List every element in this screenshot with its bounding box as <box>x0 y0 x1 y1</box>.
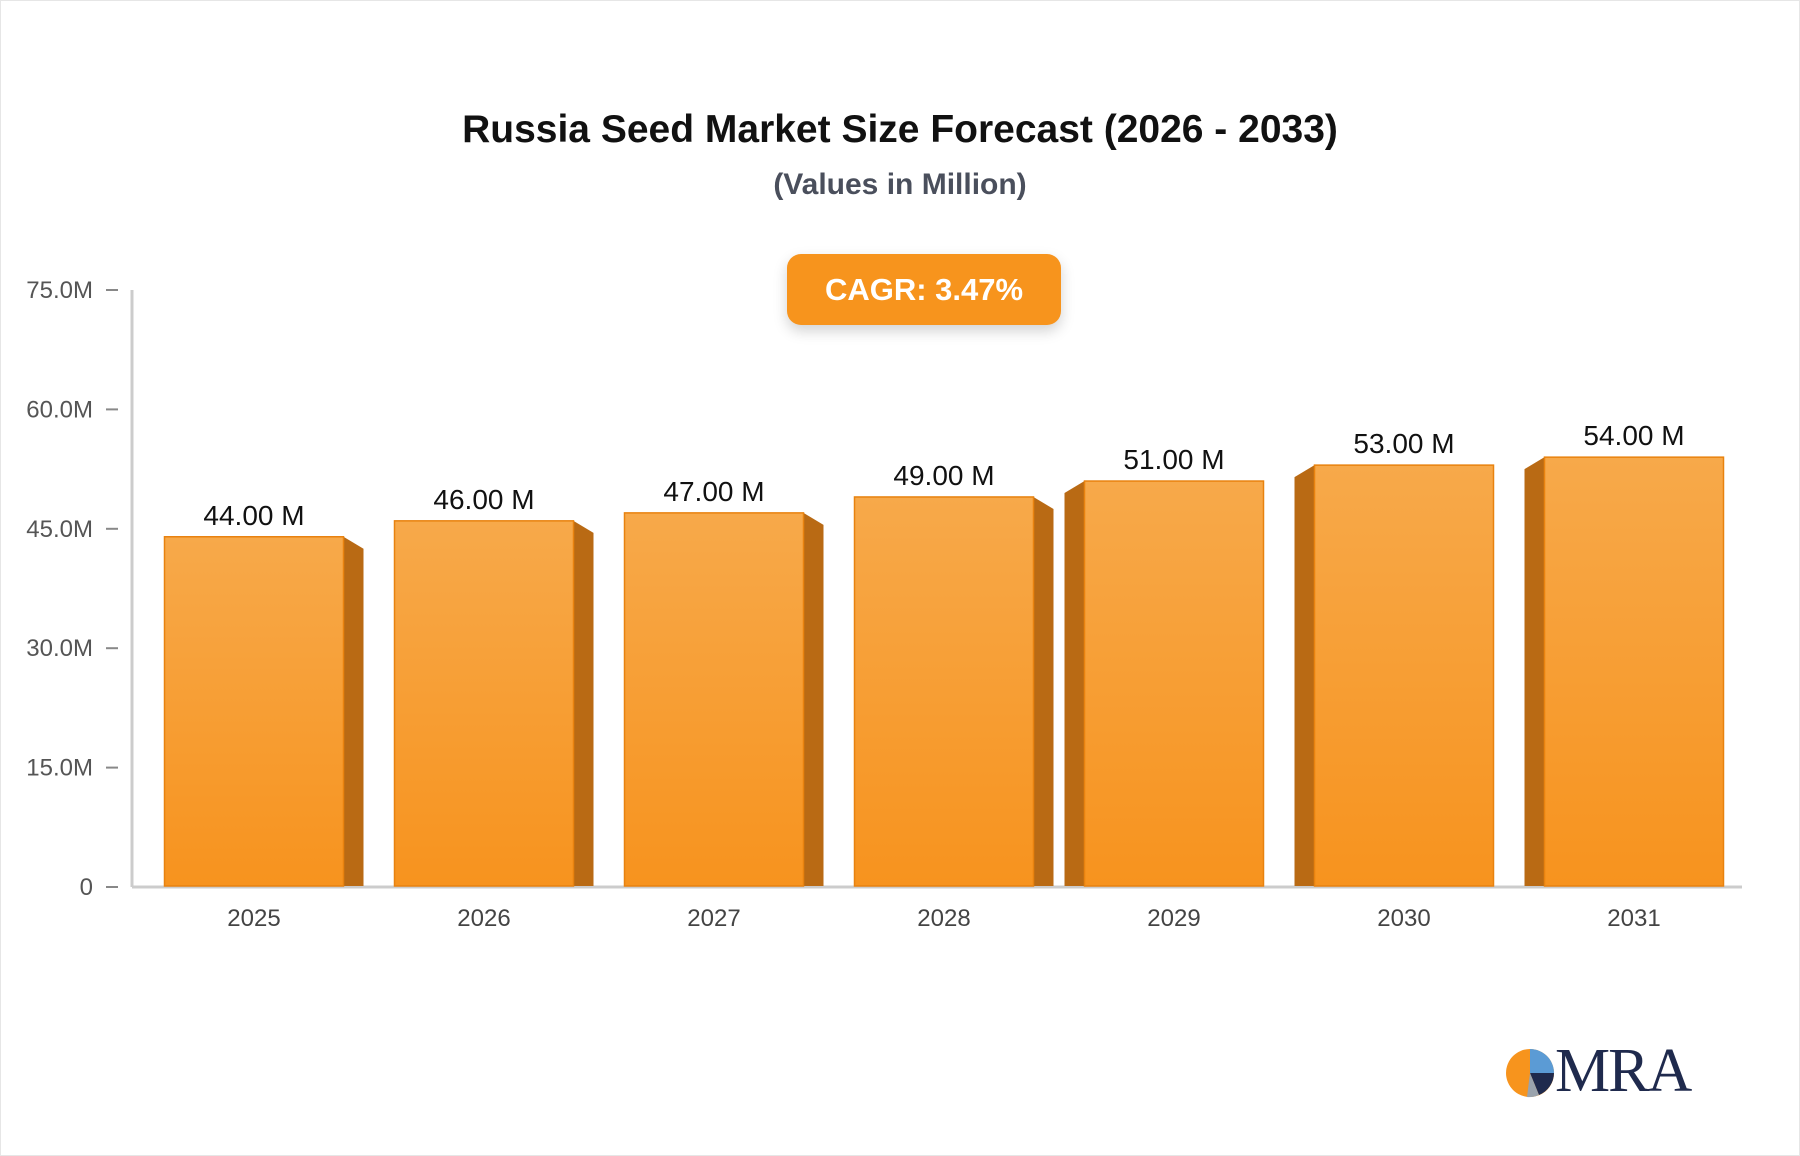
bar <box>393 520 594 887</box>
bar-side <box>803 512 824 886</box>
bar-front <box>853 496 1035 887</box>
chart-subtitle: (Values in Million) <box>773 168 1027 201</box>
bar-front <box>1543 456 1725 887</box>
x-tick-label: 2031 <box>1607 905 1660 932</box>
chart-title: Russia Seed Market Size Forecast (2026 -… <box>462 108 1338 151</box>
y-tick-label: 60.0M <box>26 396 93 423</box>
bar-side <box>343 536 364 886</box>
cagr-badge: CAGR: 3.47% <box>787 254 1061 325</box>
x-tick-label: 2030 <box>1377 905 1430 932</box>
chart-axes: 0 15.0M 30.0M 45.0M 60.0M 75.0M <box>26 277 1742 901</box>
bar <box>623 512 824 887</box>
x-tick-label: 2027 <box>687 905 740 932</box>
bar <box>163 536 364 887</box>
data-label: 53.00 M <box>1353 428 1454 459</box>
bar-front <box>623 512 805 887</box>
bar-front <box>1313 464 1495 887</box>
data-label: 49.00 M <box>893 460 994 491</box>
data-label: 51.00 M <box>1123 444 1224 475</box>
mra-logo: MRA <box>1505 1037 1695 1105</box>
logo-text: MRA <box>1555 1037 1692 1105</box>
data-label: 46.00 M <box>433 484 534 515</box>
y-tick-label: 30.0M <box>26 635 93 662</box>
bar-front <box>393 520 575 887</box>
bar <box>1064 480 1265 887</box>
x-tick-label: 2025 <box>227 905 280 932</box>
data-label: 47.00 M <box>663 476 764 507</box>
bar-side <box>1294 465 1315 886</box>
x-tick-label: 2028 <box>917 905 970 932</box>
bar <box>1294 464 1495 887</box>
y-tick-label: 75.0M <box>26 277 93 304</box>
chart-labels: 44.00 M 2025 46.00 M 2026 47.00 M 2027 49.00 M… <box>203 420 1684 932</box>
x-tick-label: 2029 <box>1147 905 1200 932</box>
logo-globe-icon <box>1506 1049 1554 1098</box>
bar <box>853 496 1054 887</box>
bar-side <box>573 520 594 886</box>
data-label: 54.00 M <box>1583 420 1684 451</box>
chart-bars <box>163 456 1725 887</box>
y-tick-label: 15.0M <box>26 755 93 782</box>
bar-front <box>163 536 345 887</box>
bar-side <box>1064 481 1085 886</box>
bar-side <box>1033 496 1054 886</box>
y-tick-label: 0 <box>80 874 93 901</box>
bar <box>1524 456 1725 887</box>
data-label: 44.00 M <box>203 500 304 531</box>
bar-side <box>1524 457 1545 886</box>
y-tick-label: 45.0M <box>26 516 93 543</box>
x-tick-label: 2026 <box>457 905 510 932</box>
bar-front <box>1083 480 1265 887</box>
